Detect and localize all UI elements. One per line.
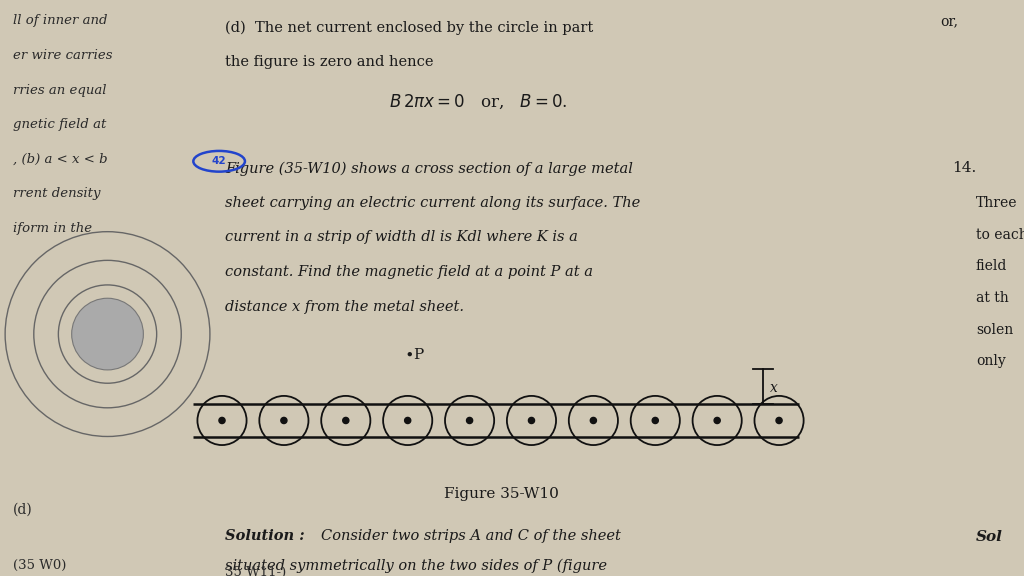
Text: or,: or,: [940, 14, 958, 28]
Ellipse shape: [776, 418, 782, 423]
Ellipse shape: [281, 418, 287, 423]
Text: Sol: Sol: [976, 530, 1002, 544]
Text: ll of inner and: ll of inner and: [13, 14, 108, 28]
Text: (35 W0): (35 W0): [13, 559, 67, 572]
Ellipse shape: [219, 418, 225, 423]
Text: iform in the: iform in the: [13, 222, 92, 235]
Text: 14.: 14.: [952, 161, 977, 175]
Text: Consider two strips A and C of the sheet: Consider two strips A and C of the sheet: [321, 529, 621, 543]
Text: Solution :: Solution :: [225, 529, 310, 543]
Ellipse shape: [714, 418, 720, 423]
Text: , (b) a < x < b: , (b) a < x < b: [13, 153, 108, 166]
Ellipse shape: [467, 418, 473, 423]
Text: Three: Three: [976, 196, 1018, 210]
Text: distance x from the metal sheet.: distance x from the metal sheet.: [225, 300, 464, 313]
Text: er wire carries: er wire carries: [13, 49, 113, 62]
Text: solen: solen: [976, 323, 1013, 336]
Text: rrent density: rrent density: [13, 187, 100, 200]
Text: only: only: [976, 354, 1006, 368]
Text: gnetic field at: gnetic field at: [13, 118, 106, 131]
Text: situated symmetrically on the two sides of P (figure: situated symmetrically on the two sides …: [225, 559, 607, 573]
Text: constant. Find the magnetic field at a point P at a: constant. Find the magnetic field at a p…: [225, 265, 593, 279]
Text: (d)  The net current enclosed by the circle in part: (d) The net current enclosed by the circ…: [225, 20, 594, 35]
Text: field: field: [976, 259, 1008, 273]
Text: the figure is zero and hence: the figure is zero and hence: [225, 55, 434, 69]
Text: Figure (35-W10) shows a cross section of a large metal: Figure (35-W10) shows a cross section of…: [225, 161, 633, 176]
Text: at th: at th: [976, 291, 1009, 305]
Text: rries an equal: rries an equal: [13, 84, 106, 97]
Ellipse shape: [72, 298, 143, 370]
Ellipse shape: [652, 418, 658, 423]
Text: sheet carrying an electric current along its surface. The: sheet carrying an electric current along…: [225, 196, 641, 210]
Ellipse shape: [528, 418, 535, 423]
Text: x: x: [770, 381, 778, 395]
Ellipse shape: [343, 418, 349, 423]
Text: $\bullet$P: $\bullet$P: [404, 347, 426, 362]
Text: 42: 42: [212, 156, 226, 166]
Text: to each: to each: [976, 228, 1024, 241]
Text: current in a strip of width dl is Kdl where K is a: current in a strip of width dl is Kdl wh…: [225, 230, 579, 244]
Text: 35 W11-): 35 W11-): [225, 566, 287, 576]
Text: (d): (d): [13, 502, 33, 516]
Text: $B\,2\pi x = 0$   or,   $B = 0$.: $B\,2\pi x = 0$ or, $B = 0$.: [389, 92, 567, 111]
Ellipse shape: [590, 418, 596, 423]
Ellipse shape: [404, 418, 411, 423]
Text: Figure 35-W10: Figure 35-W10: [444, 487, 559, 501]
